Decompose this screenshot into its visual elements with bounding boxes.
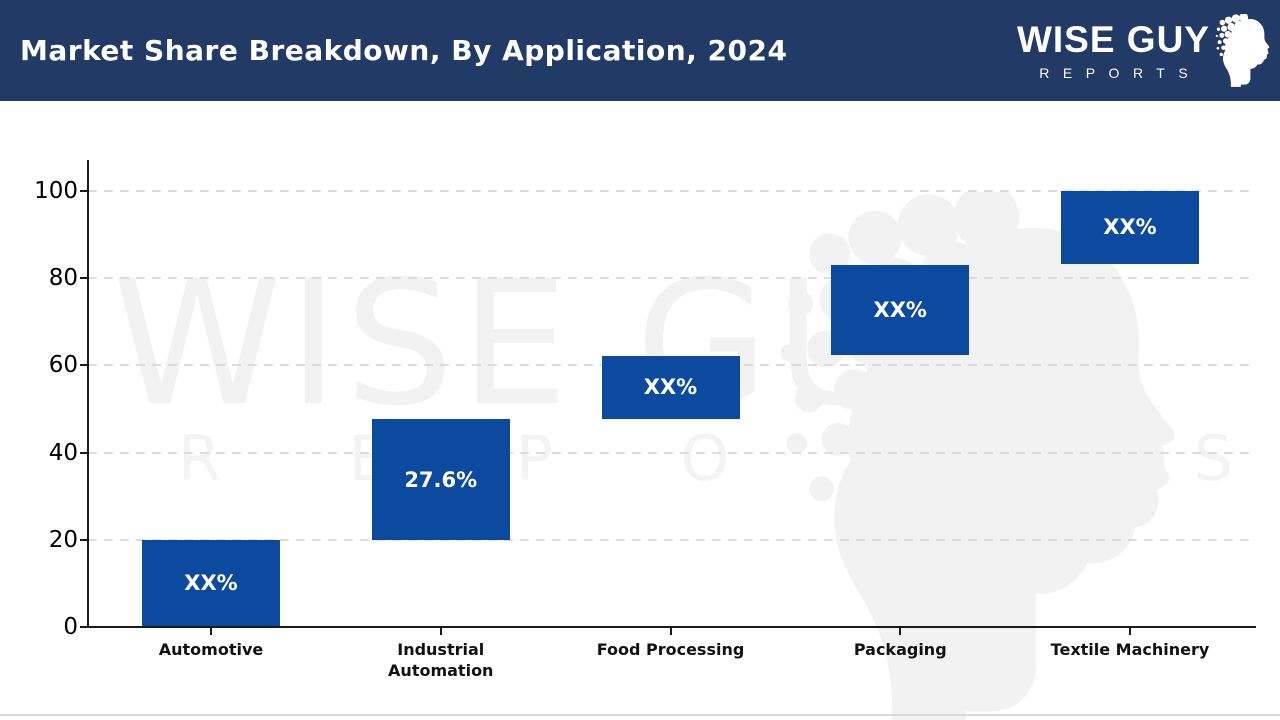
bar-textile-machinery: XX%	[1061, 191, 1199, 264]
y-tick-label: 80	[48, 265, 78, 292]
y-tick	[80, 538, 87, 541]
x-tick	[899, 628, 902, 635]
bar-value-label: XX%	[643, 375, 698, 400]
gridline-y40	[88, 451, 1256, 454]
logo-text: WISE GUY REPORTS	[1017, 21, 1210, 81]
gridline-y80	[88, 277, 1256, 280]
y-axis-line	[87, 160, 89, 628]
x-category-label: Food Processing	[596, 640, 745, 659]
y-tick-label: 20	[48, 526, 78, 553]
x-category-label: Packaging	[853, 640, 947, 659]
bar-value-label: XX%	[184, 571, 238, 596]
y-tick	[80, 364, 87, 367]
bar-industrial-automation: 27.6%	[371, 419, 510, 540]
bar-food-processing: XX%	[601, 355, 740, 420]
bar-value-label: 27.6%	[404, 467, 478, 492]
logo-wordmark: WISE GUY	[1016, 18, 1210, 60]
x-tick	[439, 628, 442, 635]
footer-divider	[0, 714, 1280, 716]
header: Market Share Breakdown, By Application, …	[0, 0, 1280, 101]
x-category-label: Automotive	[158, 640, 264, 659]
x-tick	[210, 628, 212, 635]
y-tick-label: 0	[63, 614, 78, 640]
bar-automotive: XX%	[142, 539, 280, 627]
gridline-y100	[88, 190, 1256, 192]
wise-guy-logo: WISE GUY REPORTS	[1017, 0, 1270, 101]
y-tick	[80, 626, 87, 628]
x-category-label: Textile Machinery	[1050, 640, 1210, 659]
x-tick	[669, 628, 672, 635]
bar-value-label: XX%	[1103, 215, 1157, 240]
y-tick-label: 60	[48, 352, 78, 379]
y-tick	[80, 451, 87, 454]
bar-packaging: XX%	[831, 264, 970, 355]
page-title: Market Share Breakdown, By Application, …	[20, 34, 788, 67]
logo-subtitle: REPORTS	[1039, 64, 1202, 81]
gridline-y20	[88, 538, 1256, 541]
x-category-label: Industrial Automation	[388, 640, 494, 680]
y-tick-label: 40	[48, 439, 78, 466]
y-tick	[80, 277, 87, 280]
x-tick	[1129, 628, 1131, 635]
y-tick-label: 100	[34, 178, 78, 204]
y-tick	[80, 190, 87, 192]
x-axis-line	[87, 626, 1256, 628]
bar-value-label: XX%	[873, 297, 927, 322]
